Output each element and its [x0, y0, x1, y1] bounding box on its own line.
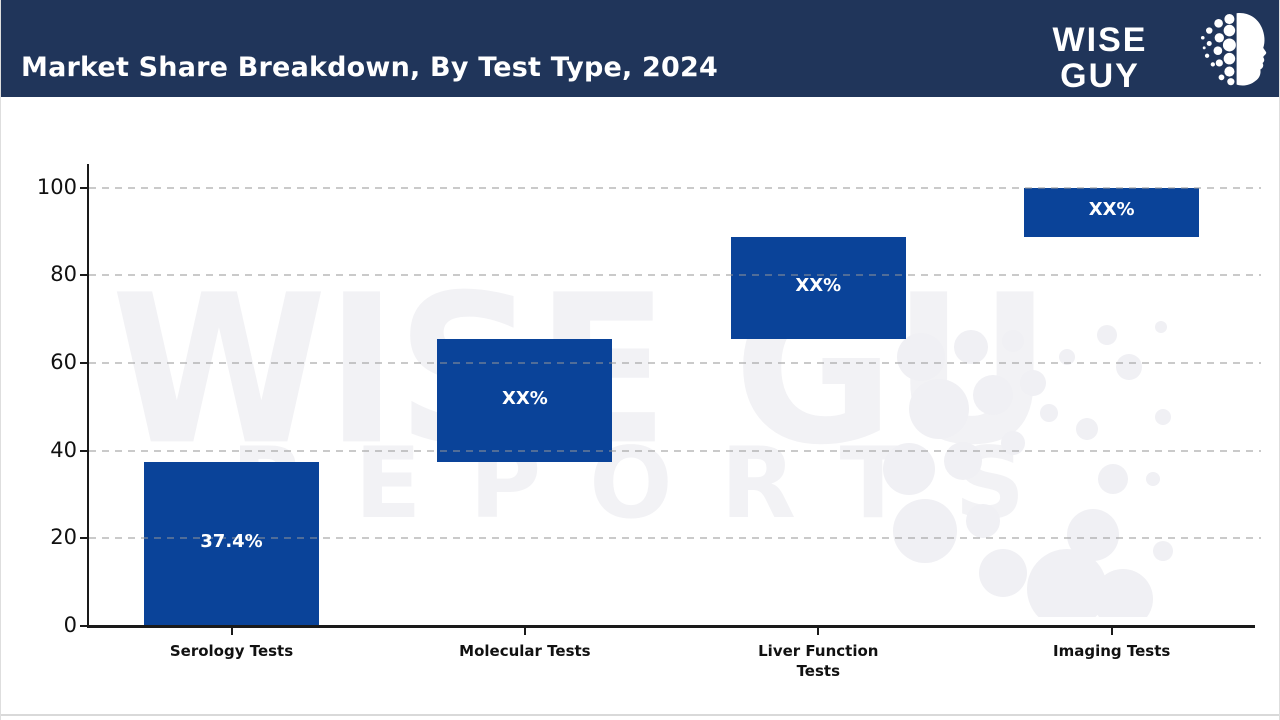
gridline-20 [89, 537, 1261, 540]
wiseguy-logo: WISE GUY REPORTS [1009, 4, 1269, 112]
y-tick-label: 60 [50, 350, 77, 375]
x-tick-2 [523, 628, 526, 635]
bar-value-label: XX% [1088, 199, 1135, 221]
bar-value-label: XX% [795, 275, 842, 297]
header-band: Market Share Breakdown, By Test Type, 20… [1, 0, 1279, 112]
y-tick-label: 0 [63, 613, 77, 637]
y-tick-20 [80, 537, 87, 540]
page-title: Market Share Breakdown, By Test Type, 20… [21, 52, 719, 84]
y-tick-40 [80, 449, 87, 452]
bar-value-label: 37.4% [200, 531, 263, 553]
category-label: Molecular Tests [459, 642, 591, 660]
y-tick-label: 20 [50, 525, 77, 550]
y-tick-label: 80 [50, 262, 77, 287]
y-tick-label: 100 [36, 174, 77, 199]
footer-divider [1, 714, 1279, 716]
bar-molecular-tests [437, 339, 613, 463]
gridline-40 [89, 449, 1261, 452]
x-tick-4 [1110, 628, 1113, 635]
bar-liver-function-tests [730, 236, 906, 340]
bar-value-label: XX% [501, 387, 548, 409]
x-axis-line [87, 625, 1255, 628]
category-label: Imaging Tests [1053, 642, 1171, 660]
y-tick-100 [80, 186, 87, 189]
x-tick-1 [230, 628, 233, 635]
logo-subtitle: REPORTS [1037, 97, 1163, 112]
category-label: Serology Tests [169, 642, 294, 660]
y-tick-label: 40 [50, 437, 77, 462]
bar-imaging-tests [1024, 187, 1200, 237]
y-tick-80 [80, 274, 87, 277]
gridline-100 [89, 186, 1261, 189]
gridline-60 [89, 362, 1261, 365]
y-tick-0 [80, 625, 87, 627]
bar-serology-tests [144, 462, 319, 626]
y-axis-line [87, 164, 89, 628]
gridline-80 [89, 274, 1261, 277]
category-label: Liver Function Tests [758, 642, 879, 680]
logo-wordmark: WISE GUY [1052, 21, 1148, 95]
wiseguy-logo-text: WISE GUY REPORTS [1009, 22, 1191, 114]
y-tick-60 [80, 362, 87, 365]
wiseguy-head-icon [1200, 13, 1267, 86]
x-tick-3 [817, 628, 820, 635]
